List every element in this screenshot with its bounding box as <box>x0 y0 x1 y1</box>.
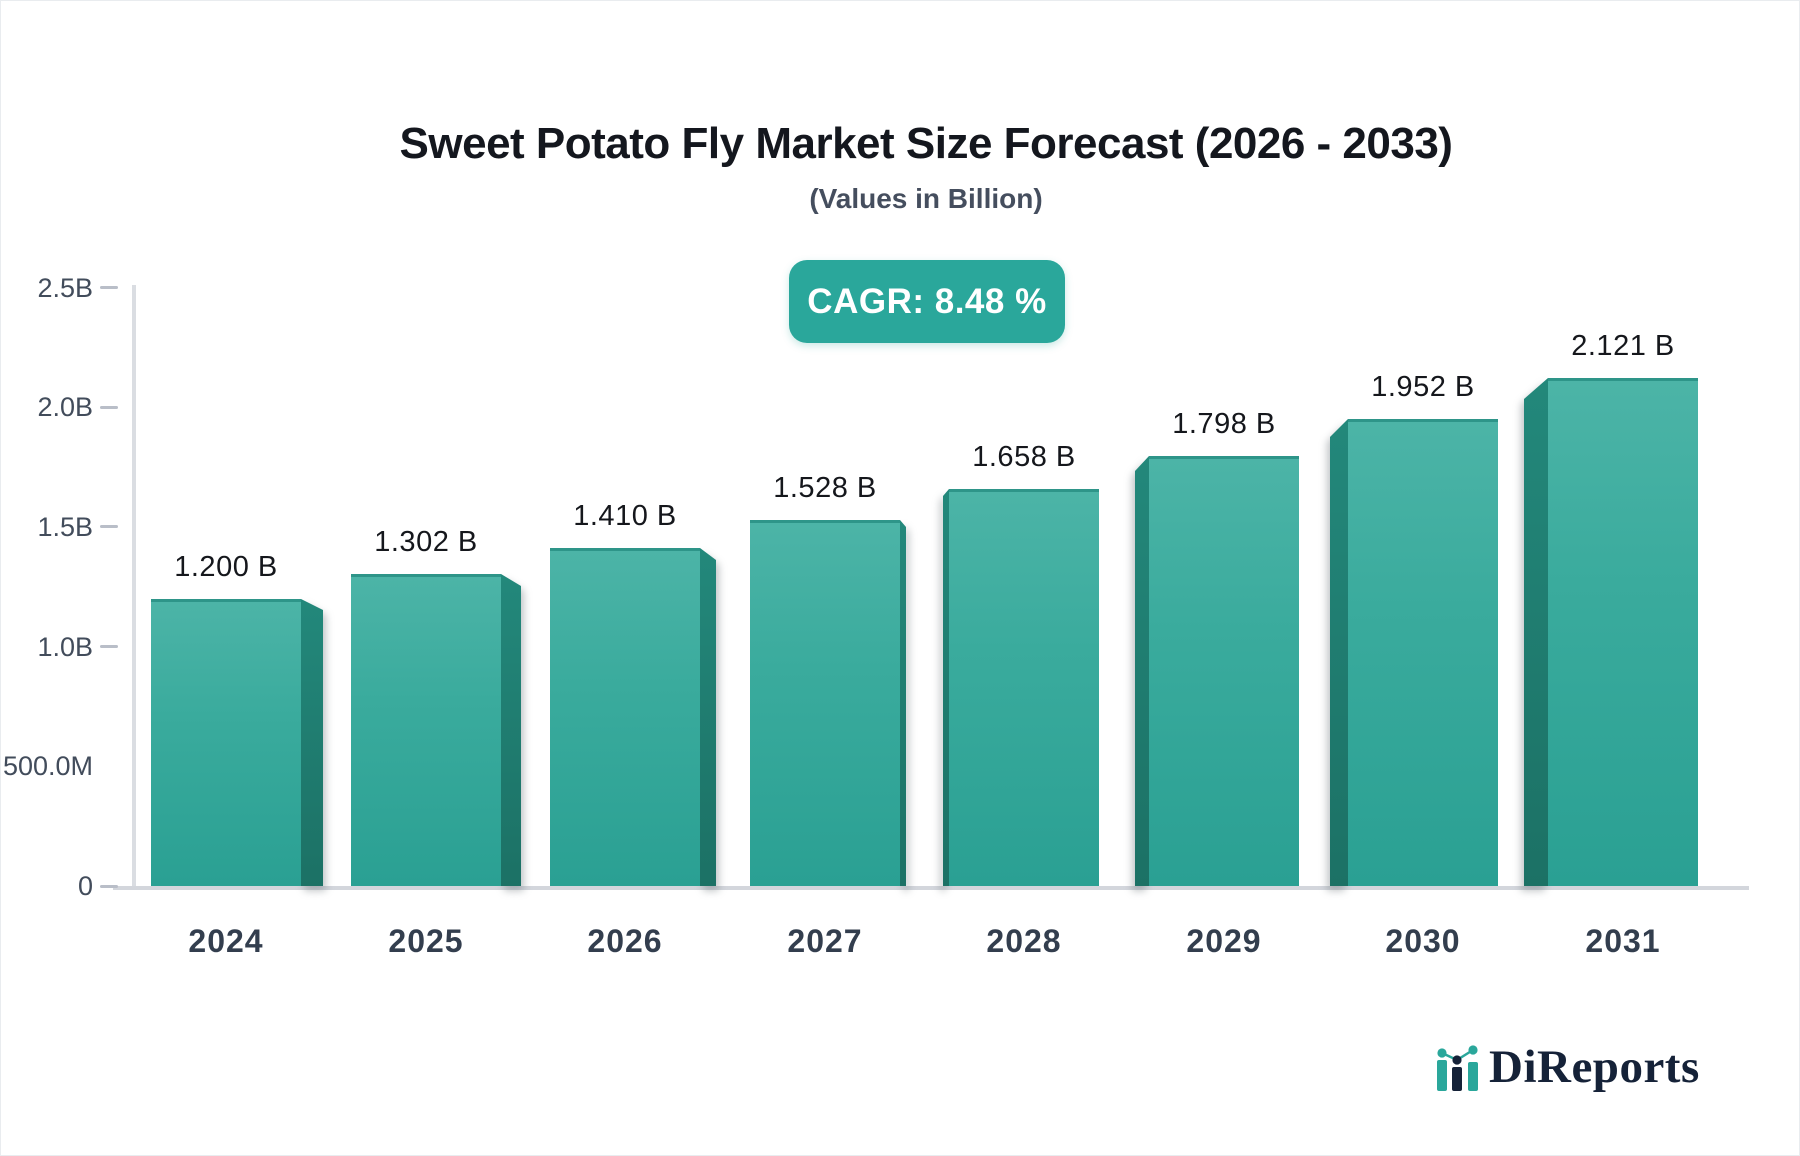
x-axis-label: 2027 <box>787 923 863 959</box>
y-tick-label: 1.0B <box>37 631 93 662</box>
x-axis-label: 2028 <box>986 923 1062 959</box>
x-axis-line <box>113 886 1749 890</box>
brand-logo: DiReports <box>1435 1039 1700 1095</box>
bar-value-label: 1.952 B <box>1371 371 1475 403</box>
y-tick-label: 2.5B <box>37 272 93 303</box>
bar-2027 <box>750 520 900 886</box>
bar-side <box>1524 378 1548 886</box>
logo-dot-middle <box>1452 1055 1462 1065</box>
y-axis-line <box>132 285 136 890</box>
bar-value-label: 1.528 B <box>773 472 877 504</box>
bar-value-label: 1.302 B <box>374 526 478 558</box>
logo-bar-right <box>1468 1062 1478 1091</box>
bar-2029 <box>1149 456 1299 886</box>
bar-side <box>501 574 521 886</box>
bar-value-label: 1.658 B <box>972 441 1076 473</box>
bar-value-label: 1.798 B <box>1172 408 1276 440</box>
brand-name: DiReports <box>1489 1041 1700 1093</box>
chart-subtitle: (Values in Billion) <box>809 183 1043 214</box>
y-tick-dash <box>100 405 118 409</box>
y-tick-dash <box>100 286 118 289</box>
bar-value-label: 2.121 B <box>1571 330 1675 362</box>
bar-2026 <box>550 548 700 886</box>
logo-bar-left <box>1437 1060 1447 1091</box>
logo-bar-middle <box>1452 1067 1462 1091</box>
y-tick-label: 1.5B <box>37 511 93 542</box>
bar-2031 <box>1548 378 1698 886</box>
logo-dot-right <box>1468 1045 1478 1055</box>
logo-dot-left <box>1437 1048 1447 1058</box>
bar-side <box>301 599 323 886</box>
bar-side <box>1135 456 1149 886</box>
x-axis-label: 2024 <box>188 923 264 959</box>
x-axis-label: 2025 <box>388 923 464 959</box>
bar-side <box>900 520 906 886</box>
bar-side <box>1330 419 1348 886</box>
y-tick-dash <box>100 525 118 529</box>
x-axis-label: 2030 <box>1385 923 1461 959</box>
brand-logo-icon <box>1437 1045 1478 1091</box>
y-tick-dash <box>100 884 118 888</box>
cagr-badge: CAGR: 8.48 % <box>789 260 1065 343</box>
bar-side <box>943 489 949 886</box>
y-tick-label: 0 <box>77 871 93 901</box>
bar-2024 <box>151 599 301 886</box>
x-axis-label: 2031 <box>1585 923 1661 959</box>
bar-side <box>700 548 716 886</box>
bar-2028 <box>949 489 1099 886</box>
chart-title: Sweet Potato Fly Market Size Forecast (2… <box>399 119 1453 168</box>
x-axis-label: 2029 <box>1186 923 1262 959</box>
y-tick-label: 500.0M <box>2 751 93 782</box>
x-axis-label: 2026 <box>587 923 663 959</box>
y-tick-label: 2.0B <box>37 392 93 423</box>
bar-value-label: 1.410 B <box>573 500 677 532</box>
bar-2025 <box>351 574 501 886</box>
bar-2030 <box>1348 419 1498 886</box>
y-tick-dash <box>100 645 118 649</box>
bar-value-label: 1.200 B <box>174 551 278 583</box>
